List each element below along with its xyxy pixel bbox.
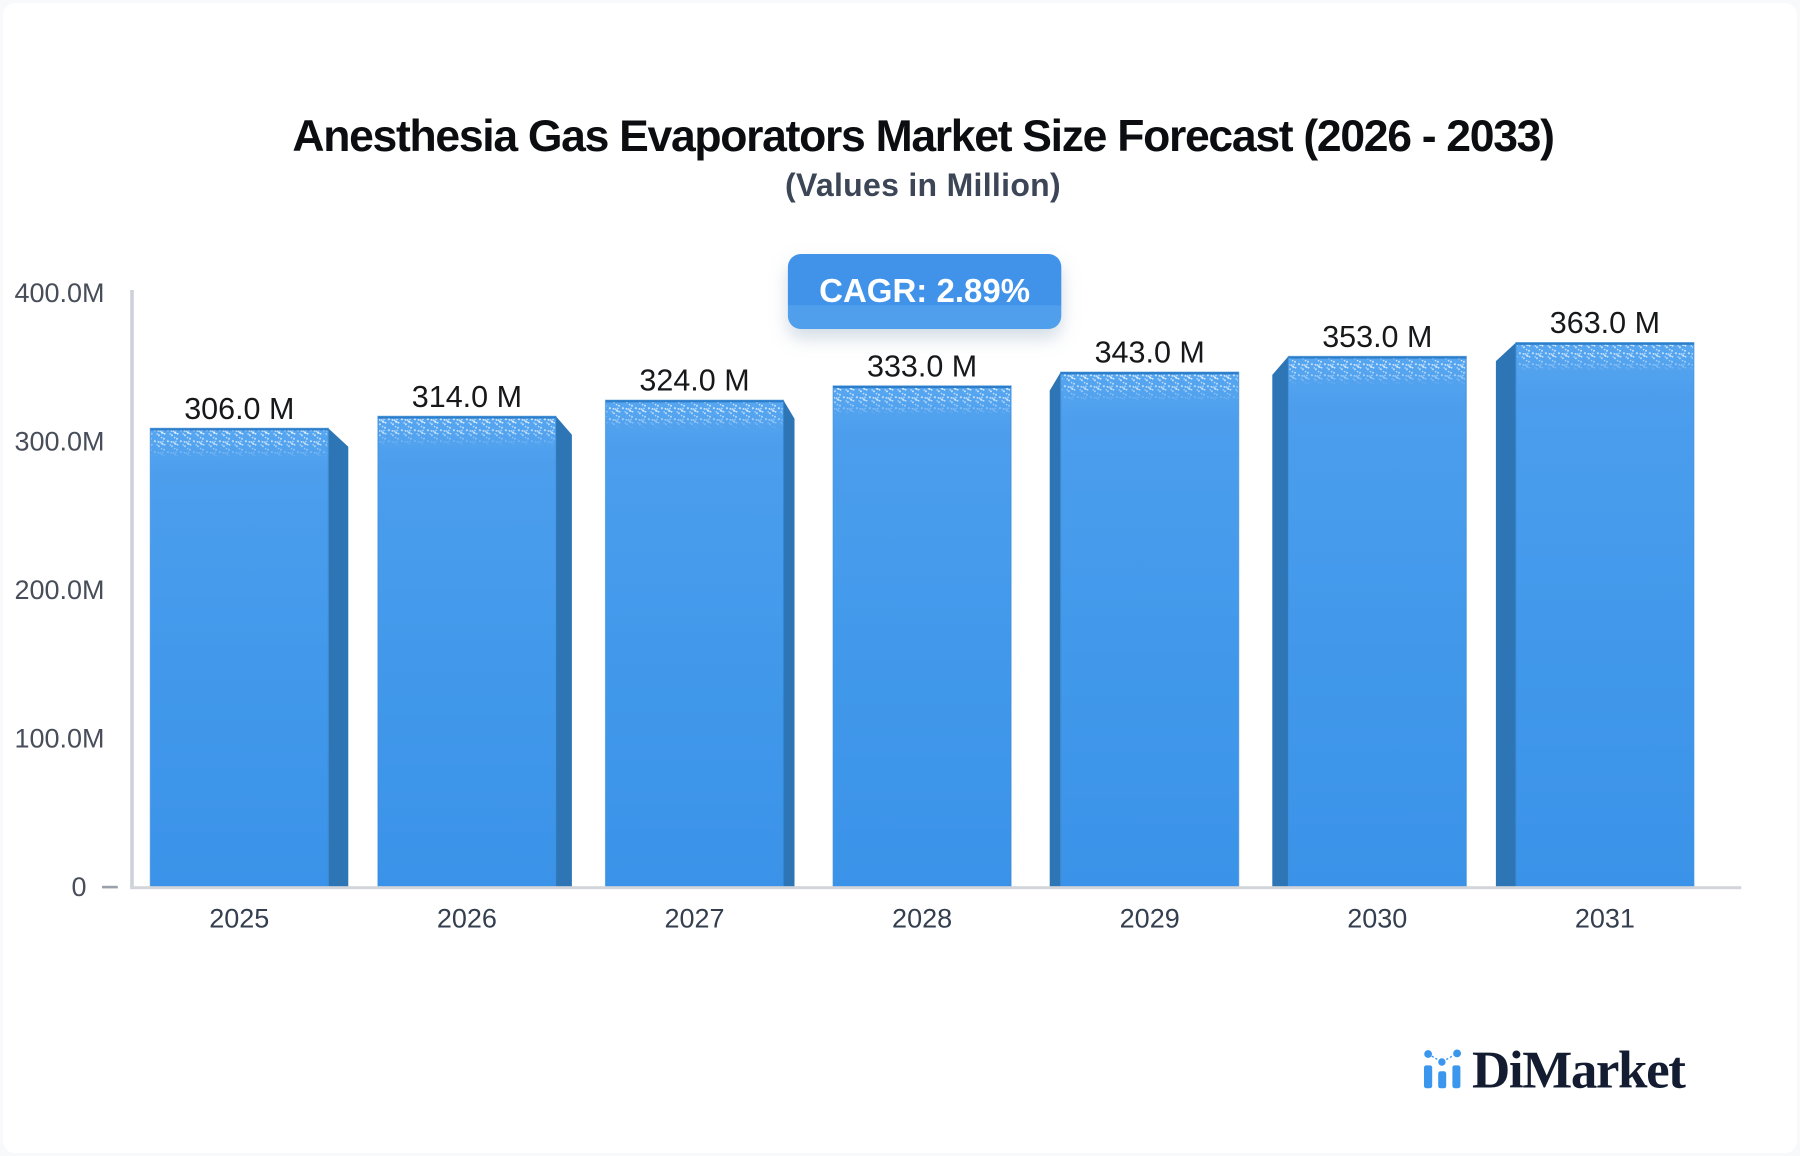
svg-text:363.0 M: 363.0 M [1550, 306, 1660, 340]
svg-text:2027: 2027 [664, 904, 724, 934]
svg-text:2028: 2028 [892, 904, 952, 934]
svg-text:2029: 2029 [1120, 904, 1180, 934]
svg-text:333.0 M: 333.0 M [867, 349, 977, 383]
svg-text:0: 0 [71, 872, 86, 902]
svg-text:Anesthesia Gas Evaporators Mar: Anesthesia Gas Evaporators Market Size F… [292, 112, 1553, 161]
svg-text:300.0M: 300.0M [14, 427, 104, 457]
svg-text:200.0M: 200.0M [14, 575, 104, 605]
svg-text:400.0M: 400.0M [14, 278, 104, 308]
svg-text:324.0 M: 324.0 M [639, 364, 749, 398]
svg-text:2031: 2031 [1575, 904, 1635, 934]
svg-text:100.0M: 100.0M [14, 724, 104, 754]
svg-text:2030: 2030 [1347, 904, 1407, 934]
svg-text:CAGR: 2.89%: CAGR: 2.89% [819, 272, 1030, 309]
svg-text:343.0 M: 343.0 M [1095, 336, 1205, 370]
svg-text:353.0 M: 353.0 M [1322, 320, 1432, 354]
svg-text:(Values in Million): (Values in Million) [785, 167, 1061, 203]
svg-text:314.0 M: 314.0 M [412, 380, 522, 414]
svg-text:DiMarket: DiMarket [1472, 1042, 1686, 1100]
svg-text:2025: 2025 [209, 904, 269, 934]
svg-text:306.0 M: 306.0 M [184, 392, 294, 426]
svg-text:2026: 2026 [437, 904, 497, 934]
